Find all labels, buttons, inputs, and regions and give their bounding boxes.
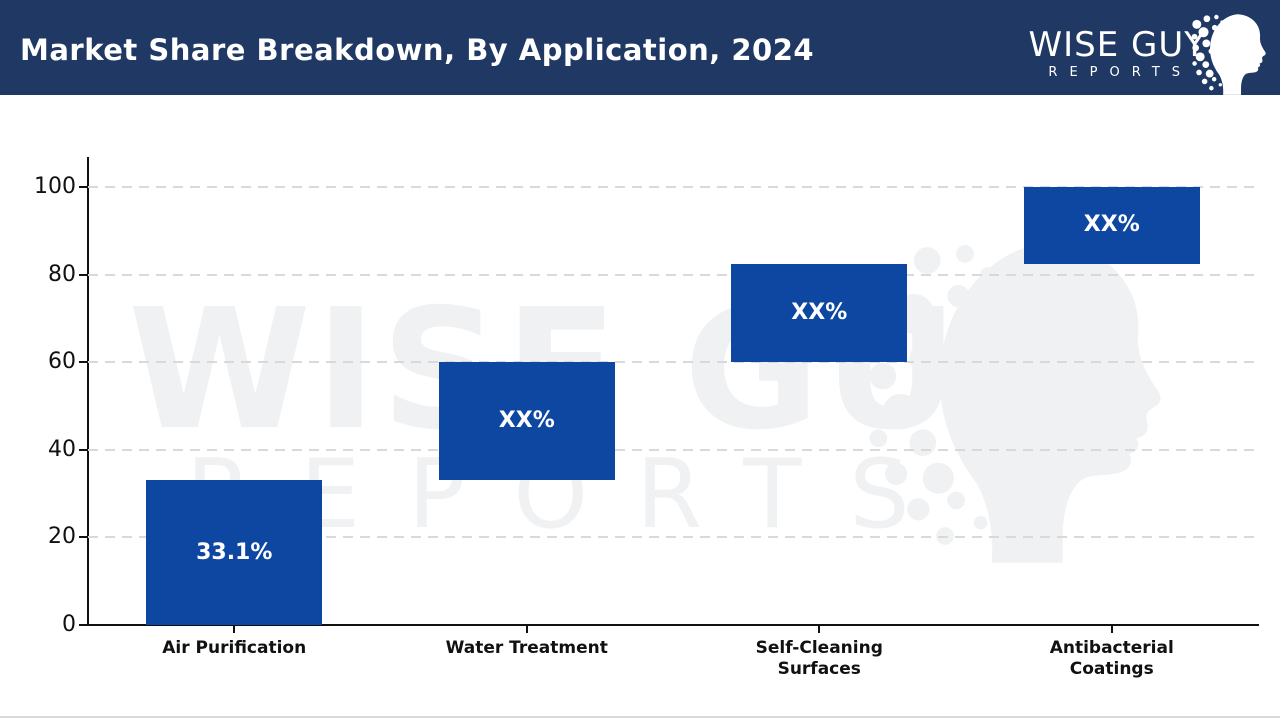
y-tick-mark: [79, 273, 88, 276]
header-bar: Market Share Breakdown, By Application, …: [0, 0, 1280, 95]
wiseguy-head-icon: [1190, 12, 1268, 96]
y-tick-label: 40: [48, 436, 76, 462]
grid-line: [88, 273, 1258, 276]
x-axis-line: [87, 624, 1259, 626]
page-title: Market Share Breakdown, By Application, …: [20, 33, 815, 67]
x-category-label: Antibacterial Coatings: [1049, 638, 1174, 679]
bottom-border: [0, 716, 1280, 718]
x-tick-mark: [818, 626, 821, 633]
y-tick-mark: [79, 186, 88, 188]
grid-line: [88, 536, 1258, 539]
y-tick-label: 100: [34, 174, 76, 199]
watermark-head-icon: [865, 228, 1165, 573]
y-axis-line: [87, 157, 89, 626]
y-tick-label: 0: [62, 612, 76, 637]
x-category-label: Water Treatment: [445, 638, 608, 658]
grid-line: [88, 361, 1258, 364]
x-tick-mark: [1110, 626, 1113, 633]
logo-wordmark: WISE GUY: [1028, 25, 1206, 65]
y-tick-mark: [79, 361, 88, 364]
grid-line: [88, 186, 1258, 188]
wiseguy-logo: WISE GUY REPORTS: [1028, 12, 1268, 96]
bar: [146, 480, 323, 625]
y-tick-mark: [79, 624, 88, 626]
x-tick-mark: [233, 626, 236, 633]
x-category-label: Air Purification: [162, 638, 307, 658]
bar-value-label: XX%: [1083, 212, 1140, 238]
x-tick-mark: [525, 626, 528, 633]
bar: [1023, 187, 1200, 264]
bar-value-label: XX%: [791, 299, 848, 325]
bar-value-label: 33.1%: [196, 539, 273, 565]
logo-subtext: REPORTS: [1048, 65, 1193, 80]
bar-value-label: XX%: [498, 407, 555, 433]
y-tick-label: 20: [48, 524, 76, 550]
x-category-label: Self-Cleaning Surfaces: [755, 638, 883, 679]
wiseguy-logo-text: WISE GUY REPORTS: [1028, 27, 1206, 81]
y-tick-label: 60: [48, 349, 76, 375]
y-tick-mark: [79, 536, 88, 539]
bar: [731, 263, 908, 362]
grid-line: [88, 448, 1258, 451]
bar: [438, 361, 615, 480]
y-tick-mark: [79, 448, 88, 451]
y-tick-label: 80: [48, 261, 76, 287]
